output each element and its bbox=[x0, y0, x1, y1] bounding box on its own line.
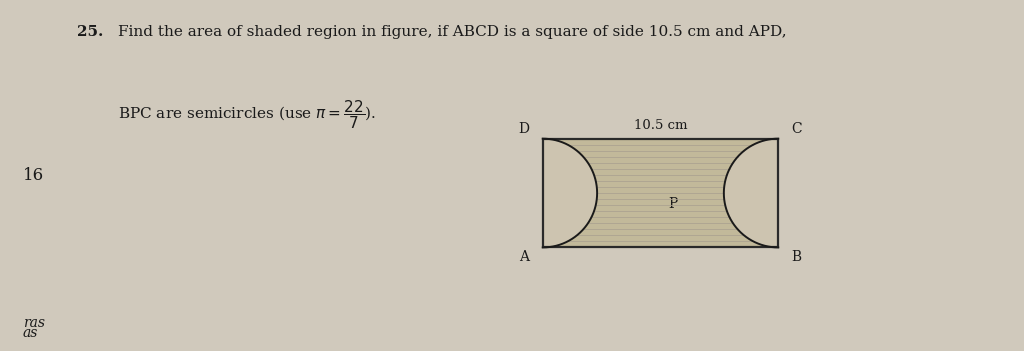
Text: Find the area of shaded region in figure, if ABCD is a square of side 10.5 cm an: Find the area of shaded region in figure… bbox=[118, 25, 786, 39]
Text: ras: ras bbox=[23, 316, 44, 330]
Text: A: A bbox=[519, 250, 529, 264]
Text: 16: 16 bbox=[23, 167, 44, 184]
Text: 10.5 cm: 10.5 cm bbox=[634, 119, 687, 132]
Text: C: C bbox=[792, 122, 802, 137]
Text: B: B bbox=[792, 250, 802, 264]
Polygon shape bbox=[543, 139, 778, 247]
Text: BPC are semicircles (use $\pi = \dfrac{22}{7}$).: BPC are semicircles (use $\pi = \dfrac{2… bbox=[118, 98, 376, 131]
Text: as: as bbox=[23, 326, 38, 340]
Polygon shape bbox=[543, 139, 778, 247]
Text: D: D bbox=[518, 122, 529, 137]
Text: 25.: 25. bbox=[77, 25, 103, 39]
Text: P: P bbox=[669, 197, 678, 211]
